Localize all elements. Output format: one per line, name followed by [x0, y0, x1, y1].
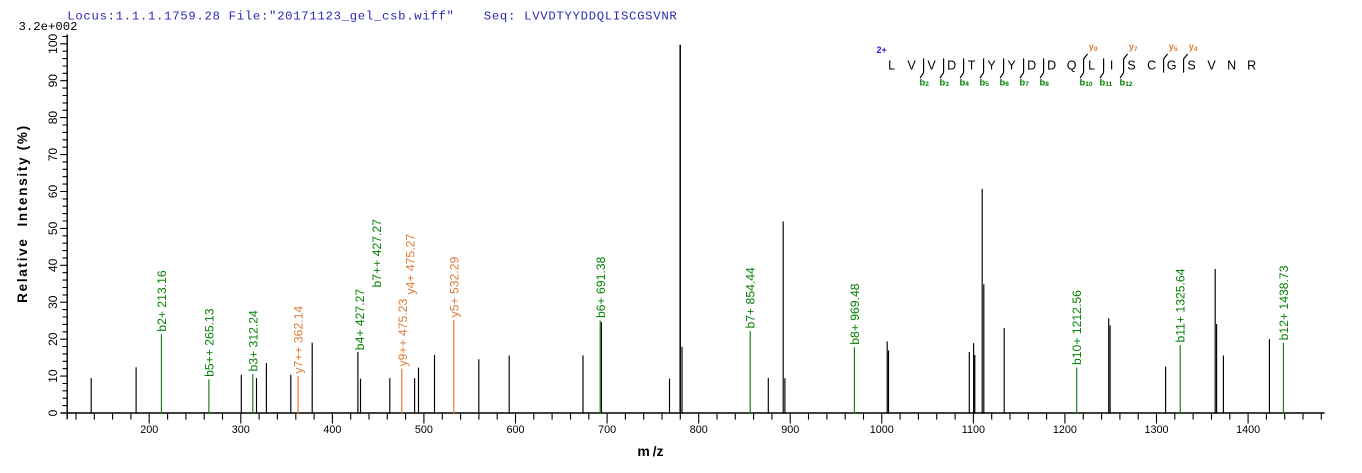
svg-text:y7++ 362.14: y7++ 362.14 — [292, 306, 306, 374]
svg-text:20: 20 — [46, 332, 60, 346]
svg-text:900: 900 — [781, 424, 799, 436]
svg-text:100: 100 — [46, 33, 60, 53]
svg-text:b11: b11 — [1100, 78, 1113, 88]
svg-text:y5+ 532.29: y5+ 532.29 — [447, 257, 461, 318]
svg-text:b5: b5 — [980, 78, 990, 88]
svg-text:Y: Y — [1007, 59, 1016, 73]
svg-text:Relative Intensity (%): Relative Intensity (%) — [15, 124, 30, 303]
svg-text:y9: y9 — [1089, 42, 1098, 53]
svg-text:y5: y5 — [1169, 42, 1178, 53]
svg-text:2+: 2+ — [877, 45, 887, 55]
svg-text:1100: 1100 — [962, 424, 985, 436]
svg-text:b3: b3 — [940, 78, 950, 88]
svg-text:R: R — [1247, 59, 1256, 73]
svg-text:200: 200 — [140, 424, 158, 436]
svg-text:S: S — [1187, 59, 1195, 73]
svg-text:700: 700 — [598, 424, 616, 436]
svg-text:D: D — [1047, 59, 1056, 73]
svg-text:Y: Y — [987, 59, 996, 73]
svg-text:V: V — [1207, 59, 1216, 73]
svg-text:b10: b10 — [1080, 78, 1093, 88]
svg-text:b7+ 854.44: b7+ 854.44 — [744, 267, 758, 329]
svg-text:1000: 1000 — [870, 424, 894, 436]
svg-text:b3+ 312.24: b3+ 312.24 — [246, 310, 260, 372]
svg-text:T: T — [968, 59, 976, 73]
svg-text:Q: Q — [1067, 59, 1077, 73]
svg-text:b5++ 265.13: b5++ 265.13 — [202, 308, 216, 377]
svg-text:y4: y4 — [1189, 42, 1198, 53]
svg-text:1300: 1300 — [1144, 424, 1168, 436]
svg-text:V: V — [927, 59, 936, 73]
svg-text:b6+ 691.38: b6+ 691.38 — [594, 256, 608, 318]
svg-text:b7: b7 — [1020, 78, 1030, 88]
svg-text:L: L — [888, 59, 895, 73]
svg-text:b2: b2 — [920, 78, 930, 88]
svg-text:b8+ 969.48: b8+ 969.48 — [848, 283, 862, 345]
svg-text:40: 40 — [46, 258, 60, 272]
svg-text:S: S — [1127, 59, 1135, 73]
svg-text:b2+ 213.16: b2+ 213.16 — [155, 270, 169, 332]
svg-text:D: D — [1027, 59, 1036, 73]
svg-text:b12: b12 — [1120, 78, 1133, 88]
svg-text:I: I — [1110, 59, 1113, 73]
svg-text:0: 0 — [46, 409, 60, 416]
svg-text:y9++ 475.23: y9++ 475.23 — [396, 299, 410, 367]
svg-text:500: 500 — [415, 424, 433, 436]
svg-text:b4: b4 — [960, 78, 970, 88]
svg-text:30: 30 — [46, 295, 60, 309]
svg-text:300: 300 — [232, 424, 250, 436]
svg-text:b7++ 427.27: b7++ 427.27 — [370, 219, 384, 288]
svg-text:Locus:1.1.1.1759.28 File:"2017: Locus:1.1.1.1759.28 File:"20171123_gel_c… — [67, 10, 454, 24]
svg-text:b12+ 1438.73: b12+ 1438.73 — [1277, 265, 1291, 340]
svg-text:90: 90 — [46, 74, 60, 88]
svg-text:1200: 1200 — [1053, 424, 1077, 436]
svg-text:1400: 1400 — [1236, 424, 1260, 436]
svg-text:b4+ 427.27: b4+ 427.27 — [353, 289, 367, 351]
svg-text:3.2e+002: 3.2e+002 — [19, 20, 78, 34]
svg-text:600: 600 — [506, 424, 524, 436]
svg-text:50: 50 — [46, 221, 60, 235]
svg-text:b10+ 1212.56: b10+ 1212.56 — [1070, 290, 1084, 365]
svg-text:D: D — [947, 59, 956, 73]
svg-text:b6: b6 — [1000, 78, 1010, 88]
svg-text:b8: b8 — [1040, 78, 1050, 88]
svg-text:Seq: LVVDTYYDDQLISCGSVNR: Seq: LVVDTYYDDQLISCGSVNR — [484, 10, 678, 24]
svg-text:C: C — [1147, 59, 1156, 73]
svg-text:N: N — [1227, 59, 1236, 73]
svg-text:800: 800 — [690, 424, 708, 436]
svg-text:L: L — [1088, 59, 1095, 73]
svg-text:70: 70 — [46, 148, 60, 162]
svg-text:G: G — [1167, 59, 1177, 73]
svg-text:V: V — [907, 59, 916, 73]
svg-text:b11+ 1325.64: b11+ 1325.64 — [1174, 268, 1188, 342]
svg-text:80: 80 — [46, 111, 60, 125]
svg-text:60: 60 — [46, 185, 60, 199]
svg-text:y7: y7 — [1129, 42, 1138, 53]
svg-text:10: 10 — [46, 369, 60, 383]
svg-text:400: 400 — [323, 424, 341, 436]
svg-text:m /z: m /z — [637, 443, 663, 459]
svg-text:y4+ 475.27: y4+ 475.27 — [403, 234, 417, 295]
